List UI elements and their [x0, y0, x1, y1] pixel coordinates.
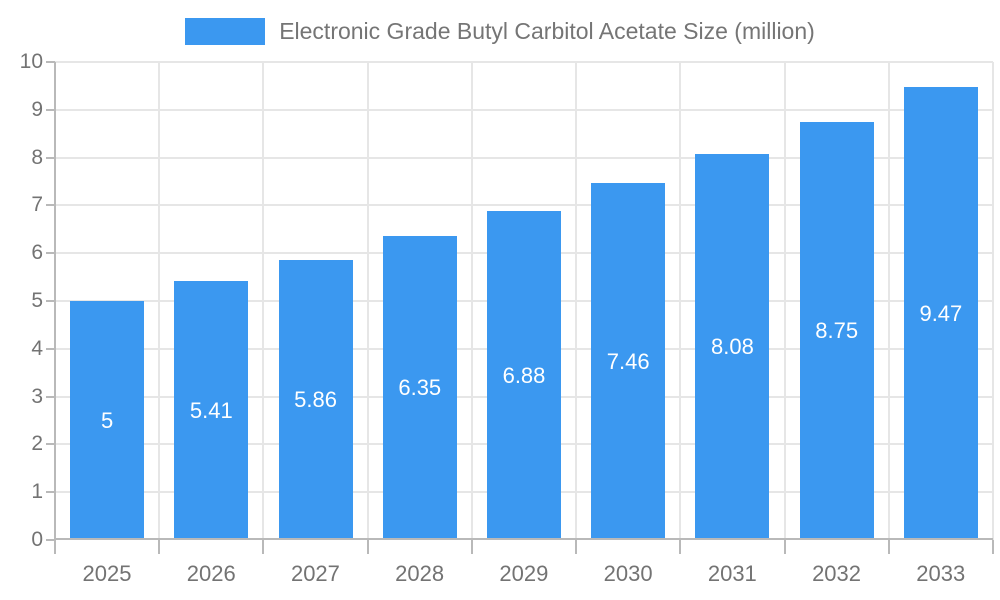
gridline-vertical [783, 62, 786, 540]
x-axis-tick [679, 540, 682, 554]
legend-swatch [185, 17, 266, 45]
y-axis-label: 2 [31, 432, 43, 456]
x-axis-label: 2030 [603, 561, 653, 586]
x-axis-tick [470, 540, 473, 554]
x-axis-tick [992, 540, 994, 554]
y-axis-label: 7 [31, 193, 43, 217]
x-axis-label: 2025 [82, 561, 132, 586]
y-axis-tick [46, 108, 55, 111]
x-axis-tick [887, 540, 890, 554]
y-axis-tick [46, 491, 55, 494]
gridline-vertical [992, 62, 994, 540]
gridline-vertical [679, 62, 682, 540]
y-axis-label: 6 [31, 241, 43, 265]
y-axis-tick [46, 539, 55, 541]
x-axis-tick [158, 540, 161, 554]
y-axis-tick [46, 395, 55, 398]
y-axis-label: 1 [31, 480, 43, 504]
bar-2025[interactable]: 5 [70, 301, 145, 540]
x-axis-label: 2026 [186, 561, 236, 586]
x-axis-tick [366, 540, 369, 554]
bar-value-label: 6.88 [502, 362, 546, 388]
x-axis-label: 2032 [812, 561, 862, 586]
y-axis-label: 10 [19, 50, 43, 73]
x-axis-line [55, 538, 993, 540]
gridline-horizontal [55, 108, 993, 111]
bar-value-label: 9.47 [919, 300, 963, 326]
y-axis-tick [46, 156, 55, 159]
bar-value-label: 8.75 [815, 317, 859, 343]
y-axis-tick [46, 204, 55, 207]
y-axis-label: 3 [31, 384, 43, 408]
x-axis-label: 2033 [916, 561, 966, 586]
gridline-horizontal [55, 61, 993, 63]
gridline-vertical [262, 62, 265, 540]
y-axis-label: 4 [31, 336, 43, 360]
bar-value-label: 5.86 [294, 386, 337, 412]
y-axis-label: 5 [31, 289, 43, 312]
plot-area: 0 1 2 3 4 5 6 7 8 9 10 5 5.41 5.86 6.35 6.88 7.46 8.08 8.7… [20, 50, 994, 586]
bar-2026[interactable]: 5.41 [174, 281, 249, 540]
bar-value-label: 5.41 [189, 397, 233, 423]
x-axis-label: 2029 [499, 561, 549, 586]
y-axis-label: 9 [31, 97, 43, 121]
gridline-vertical [575, 62, 578, 540]
legend-series-label: Electronic Grade Butyl Carbitol Acetate … [279, 17, 815, 44]
bar-2033[interactable]: 9.47 [903, 87, 978, 540]
x-axis-tick [783, 540, 786, 554]
y-axis-tick [46, 300, 55, 302]
y-axis-label: 0 [31, 528, 43, 551]
bar-value-label: 5 [100, 407, 114, 433]
gridline-horizontal [55, 204, 993, 207]
bar-2030[interactable]: 7.46 [591, 183, 666, 540]
gridline-vertical [470, 62, 473, 540]
chart-legend[interactable]: Electronic Grade Butyl Carbitol Acetate … [0, 16, 1000, 46]
y-axis-tick [46, 347, 55, 350]
y-axis-tick [46, 61, 55, 63]
bar-2031[interactable]: 8.08 [695, 153, 770, 540]
gridline-vertical [158, 62, 161, 540]
bar-value-label: 8.08 [711, 333, 754, 359]
bar-2029[interactable]: 6.88 [487, 211, 561, 540]
y-axis-tick [46, 252, 55, 255]
y-axis-label: 8 [31, 145, 43, 169]
bar-value-label: 6.35 [398, 375, 442, 401]
x-axis-tick [262, 540, 265, 554]
x-axis-label: 2028 [395, 561, 445, 586]
x-axis-label: 2027 [290, 561, 340, 586]
gridline-vertical [366, 62, 369, 540]
x-axis-tick [575, 540, 578, 554]
bar-2032[interactable]: 8.75 [799, 121, 874, 540]
y-axis-line [54, 62, 56, 554]
bar-2028[interactable]: 6.35 [382, 236, 457, 540]
y-axis-tick [46, 443, 55, 446]
bar-value-label: 7.46 [606, 348, 650, 374]
x-axis-label: 2031 [707, 561, 757, 586]
gridline-vertical [887, 62, 890, 540]
bar-2027[interactable]: 5.86 [278, 259, 353, 540]
gridline-horizontal [55, 156, 993, 159]
